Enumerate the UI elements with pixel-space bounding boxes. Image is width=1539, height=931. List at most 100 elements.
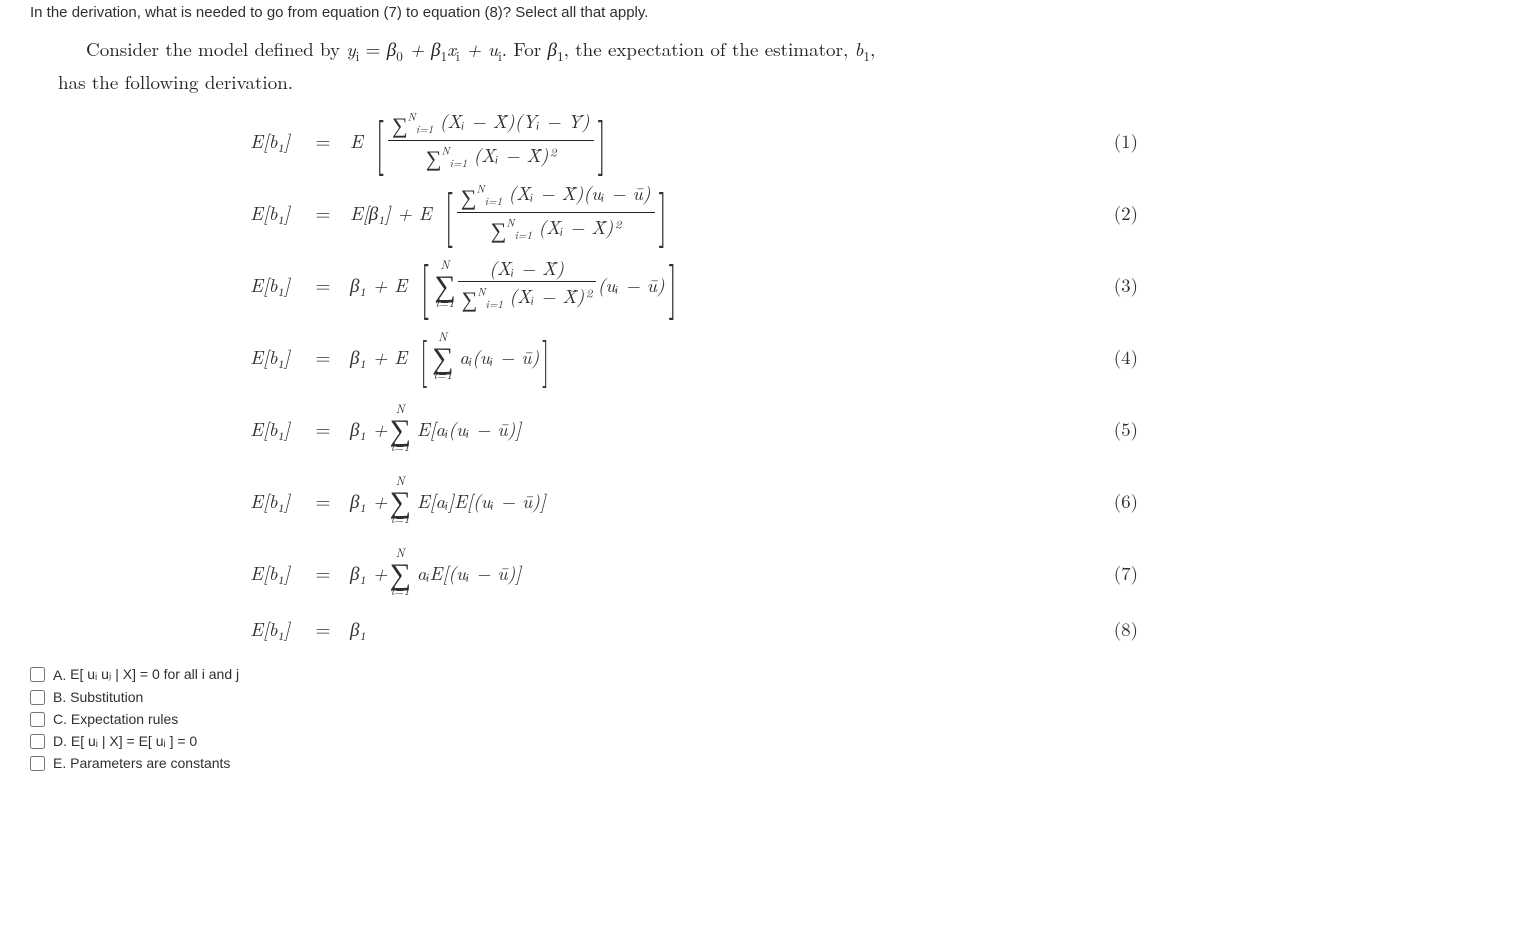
option-c[interactable]: C. Expectation rules	[30, 711, 1531, 727]
eq3-den-sum-hi: N	[477, 285, 485, 300]
answer-options: A. E[ uᵢ uⱼ | X] = 0 for all i and j B. …	[30, 666, 1531, 771]
eq3-sum-lo: i=1	[435, 297, 454, 309]
eq4-sum-lo: i=1	[433, 369, 452, 381]
model-b0: β	[387, 35, 396, 62]
equation-row-8: E[b₁] = β₁ (8)	[58, 608, 1138, 648]
option-a[interactable]: A. E[ uᵢ uⱼ | X] = 0 for all i and j	[30, 666, 1531, 683]
eq7-lhs: E[b₁]	[250, 559, 290, 586]
eq6-sum-lo: i=1	[391, 513, 410, 525]
eq5-number: (5)	[1114, 415, 1138, 442]
model-plus-u: + u	[460, 35, 498, 62]
eq2-number: (2)	[1114, 199, 1138, 226]
option-c-letter: C.	[53, 711, 67, 727]
eq3-tail: (uᵢ − ū)	[598, 271, 665, 298]
option-d-checkbox[interactable]	[30, 734, 45, 749]
equation-row-3: E[b₁] = β₁ + E [ N ∑ i=1 (Xᵢ − X̄) ∑Ni=1…	[58, 248, 1138, 320]
eq3-number: (3)	[1114, 271, 1138, 298]
eq2-sign: =	[308, 199, 338, 226]
prose-text-3: , the expectation of the estimator,	[564, 35, 855, 62]
prose-text-2: . For	[502, 35, 548, 62]
equation-row-7: E[b₁] = β₁ + N ∑ i=1 aᵢE[(uᵢ − ū)] (7)	[58, 536, 1138, 608]
prose-text-1: Consider the model defined by	[86, 35, 346, 62]
eq8-rhs: β₁	[350, 615, 366, 642]
eq1-num-term: (Xᵢ − X̄)(Yᵢ − Ȳ)	[440, 107, 590, 134]
option-b[interactable]: B. Substitution	[30, 689, 1531, 705]
eq3-sign: =	[308, 271, 338, 298]
eq1-den-term: (Xᵢ − X̄)²	[473, 141, 555, 168]
equation-row-5: E[b₁] = β₁ + N ∑ i=1 E[aᵢ(uᵢ − ū)] (5)	[58, 392, 1138, 464]
question-text: In the derivation, what is needed to go …	[30, 4, 1531, 21]
eq1-den-sum-lo: i=1	[450, 156, 467, 171]
option-a-letter: A.	[53, 667, 66, 683]
model-x: x	[447, 35, 456, 62]
prose-text-4: ,	[870, 35, 875, 62]
eq7-sum-lo: i=1	[391, 585, 410, 597]
option-c-text: Expectation rules	[71, 711, 178, 727]
option-e[interactable]: E. Parameters are constants	[30, 755, 1531, 771]
option-a-checkbox[interactable]	[30, 667, 45, 682]
eq1-num-sum-hi: N	[408, 110, 416, 125]
option-b-text: Substitution	[70, 689, 143, 705]
model-y: y	[346, 35, 355, 62]
option-b-letter: B.	[53, 689, 66, 705]
equation-row-6: E[b₁] = β₁ + N ∑ i=1 E[aᵢ]E[(uᵢ − ū)] (6…	[58, 464, 1138, 536]
eq7-first: β₁ +	[350, 559, 387, 586]
eq6-lhs: E[b₁]	[250, 487, 290, 514]
model-eq: =	[359, 35, 386, 62]
eq1-number: (1)	[1114, 127, 1138, 154]
option-a-text: E[ uᵢ uⱼ | X] = 0 for all i and j	[70, 666, 239, 683]
model-b0-sub: 0	[396, 46, 403, 65]
eq8-sign: =	[308, 615, 338, 642]
eq1-den-sum-hi: N	[441, 143, 449, 158]
option-c-checkbox[interactable]	[30, 712, 45, 727]
eq1-E: E	[350, 127, 363, 154]
eq8-number: (8)	[1114, 615, 1138, 642]
eq2-den-sum-lo: i=1	[515, 228, 532, 243]
equation-row-1: E[b₁] = E [ ∑Ni=1 (Xᵢ − X̄)(Yᵢ − Ȳ) ∑Ni=…	[58, 104, 1138, 176]
eq5-sum-lo: i=1	[391, 441, 410, 453]
option-e-text: Parameters are constants	[70, 755, 230, 771]
equation-block: E[b₁] = E [ ∑Ni=1 (Xᵢ − X̄)(Yᵢ − Ȳ) ∑Ni=…	[58, 104, 1138, 648]
eq5-term: E[aᵢ(uᵢ − ū)]	[417, 415, 521, 442]
eq6-term: E[aᵢ]E[(uᵢ − ū)]	[417, 487, 546, 514]
option-e-checkbox[interactable]	[30, 756, 45, 771]
eq6-number: (6)	[1114, 487, 1138, 514]
option-b-checkbox[interactable]	[30, 690, 45, 705]
eq7-number: (7)	[1114, 559, 1138, 586]
eq3-den-term: (Xᵢ − X̄)²	[509, 282, 591, 309]
eq4-number: (4)	[1114, 343, 1138, 370]
prose-line-2: has the following derivation.	[58, 68, 1138, 97]
eq2-num-sum-lo: i=1	[485, 194, 502, 209]
eq4-term: aᵢ(uᵢ − ū)	[459, 343, 539, 370]
eq4-first: β₁ + E	[350, 343, 407, 370]
eq4-lhs: E[b₁]	[250, 343, 290, 370]
option-d[interactable]: D. E[ uᵢ | X] = E[ uᵢ ] = 0	[30, 733, 1531, 749]
eq6-first: β₁ +	[350, 487, 387, 514]
eq2-first: E[β₁] + E	[350, 199, 432, 226]
eq3-den-sum-lo: i=1	[486, 297, 503, 312]
equation-row-4: E[b₁] = β₁ + E [ N ∑ i=1 aᵢ(uᵢ − ū) ] (4…	[58, 320, 1138, 392]
eq3-lhs: E[b₁]	[250, 271, 290, 298]
eq3-frac-num: (Xᵢ − X̄)	[458, 254, 596, 281]
eq5-first: β₁ +	[350, 415, 387, 442]
eq3-first: β₁ + E	[350, 271, 407, 298]
prose-line-1: Consider the model defined by yi = β0 + …	[58, 35, 1138, 66]
eq2-den-sum-hi: N	[506, 215, 514, 230]
eq5-lhs: E[b₁]	[250, 415, 290, 442]
eq1-num-sum-lo: i=1	[416, 122, 433, 137]
eq2-den-term: (Xᵢ − X̄)²	[538, 213, 620, 240]
model-plus-b1: + β	[403, 35, 441, 62]
option-e-letter: E.	[53, 755, 66, 771]
eq2-num-term: (Xᵢ − X̄)(uᵢ − ū)	[508, 179, 650, 206]
eq7-term: aᵢE[(uᵢ − ū)]	[417, 559, 521, 586]
eq8-lhs: E[b₁]	[250, 615, 290, 642]
prose-beta1-sub: 1	[557, 46, 564, 65]
eq7-sign: =	[308, 559, 338, 586]
eq6-sign: =	[308, 487, 338, 514]
eq2-num-sum-hi: N	[476, 182, 484, 197]
eq1-lhs: E[b₁]	[250, 127, 290, 154]
option-d-text: E[ uᵢ | X] = E[ uᵢ ] = 0	[71, 733, 197, 749]
eq5-sign: =	[308, 415, 338, 442]
option-d-letter: D.	[53, 733, 67, 749]
prose-beta1: β	[548, 35, 557, 62]
